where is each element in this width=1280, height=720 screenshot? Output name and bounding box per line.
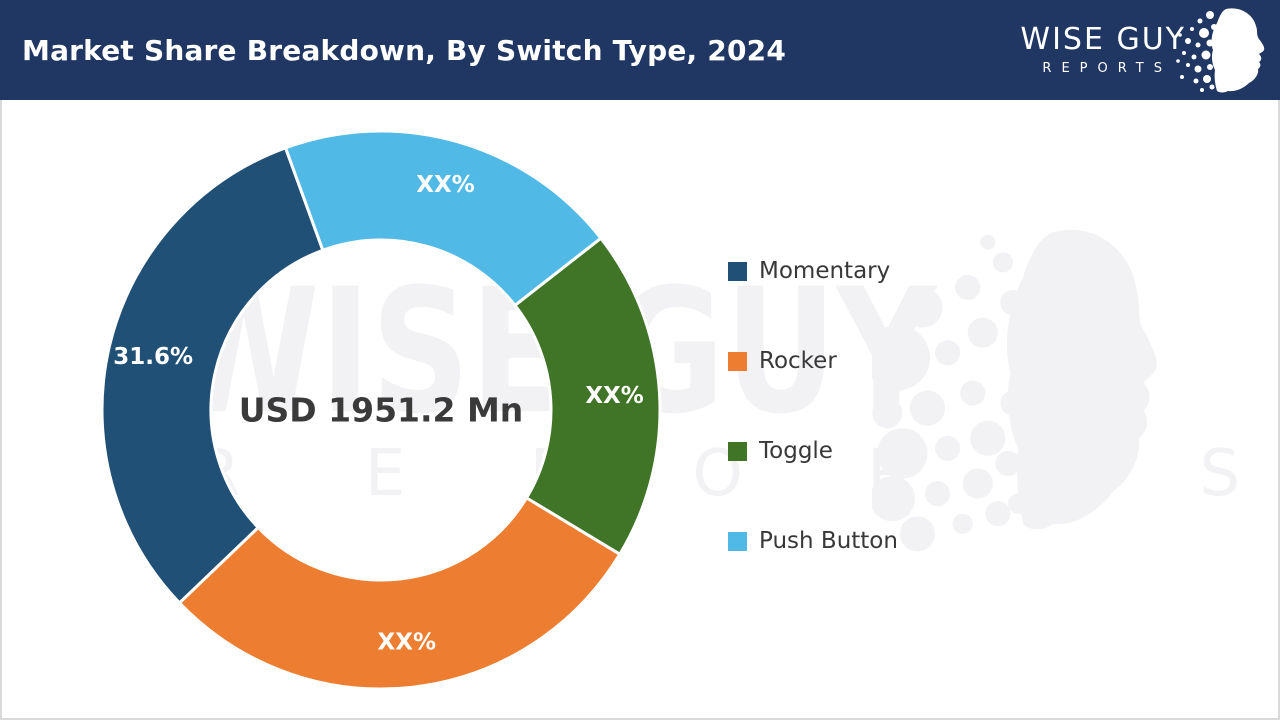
slice-value-label-push-button: XX%: [416, 172, 475, 198]
legend-swatch-toggle: [728, 441, 747, 461]
slice-value-label-toggle: XX%: [585, 383, 644, 409]
legend: Momentary Rocker Toggle Push Button: [728, 226, 898, 586]
brand-logo: WISE GUY REPORTS: [1020, 5, 1268, 95]
slice-push-button: [284, 129, 603, 307]
legend-item-push-button: Push Button: [728, 496, 898, 586]
brand-head-icon: [1176, 8, 1265, 93]
legend-label-momentary: Momentary: [759, 257, 891, 284]
watermark-head-icon: [872, 229, 1157, 552]
brand-subtext: REPORTS: [1042, 60, 1173, 76]
legend-swatch-momentary: [728, 261, 747, 281]
slice-value-label-rocker: XX%: [378, 630, 437, 656]
brand-wordmark: WISE GUY REPORTS: [1020, 21, 1186, 76]
legend-label-rocker: Rocker: [759, 347, 837, 374]
donut-center-value: USD 1951.2 Mn: [238, 390, 524, 430]
legend-item-rocker: Rocker: [728, 316, 898, 406]
legend-label-toggle: Toggle: [759, 437, 833, 464]
brand-name-text: WISE GUY: [1020, 21, 1186, 57]
legend-swatch-push-button: [728, 531, 747, 551]
legend-swatch-rocker: [728, 351, 747, 371]
page-title: Market Share Breakdown, By Switch Type, …: [22, 33, 787, 67]
header: Market Share Breakdown, By Switch Type, …: [0, 0, 1280, 100]
slice-momentary: [100, 146, 325, 605]
legend-item-toggle: Toggle: [728, 406, 898, 496]
slice-toggle: [513, 236, 662, 556]
slice-rocker: [177, 496, 622, 691]
legend-label-push-button: Push Button: [759, 527, 898, 554]
slice-value-label-momentary: 31.6%: [113, 344, 193, 370]
donut-chart: 31.6% XX% XX% XX%: [100, 129, 662, 691]
legend-item-momentary: Momentary: [728, 226, 898, 316]
